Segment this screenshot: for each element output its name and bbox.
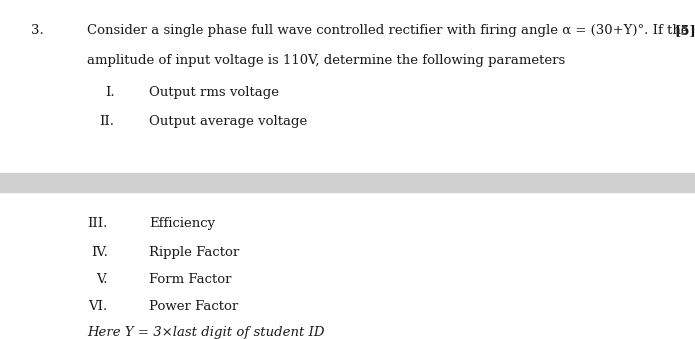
Text: Power Factor: Power Factor xyxy=(149,300,238,313)
Text: Consider a single phase full wave controlled rectifier with firing angle α = (30: Consider a single phase full wave contro… xyxy=(87,24,689,37)
Text: IV.: IV. xyxy=(91,246,108,259)
Text: Ripple Factor: Ripple Factor xyxy=(149,246,240,259)
Text: I.: I. xyxy=(105,86,115,99)
Text: III.: III. xyxy=(88,217,108,230)
Text: II.: II. xyxy=(99,115,115,128)
Text: VI.: VI. xyxy=(88,300,108,313)
Text: Form Factor: Form Factor xyxy=(149,273,232,286)
Text: V.: V. xyxy=(96,273,108,286)
Text: Output average voltage: Output average voltage xyxy=(149,115,308,128)
Text: [5]: [5] xyxy=(674,24,695,37)
Text: Output rms voltage: Output rms voltage xyxy=(149,86,279,99)
Text: amplitude of input voltage is 110V, determine the following parameters: amplitude of input voltage is 110V, dete… xyxy=(87,54,565,67)
Text: Efficiency: Efficiency xyxy=(149,217,215,230)
Text: 3.: 3. xyxy=(31,24,44,37)
Bar xyxy=(0,173,695,192)
Text: Here Y = 3×last digit of student ID: Here Y = 3×last digit of student ID xyxy=(87,326,325,339)
